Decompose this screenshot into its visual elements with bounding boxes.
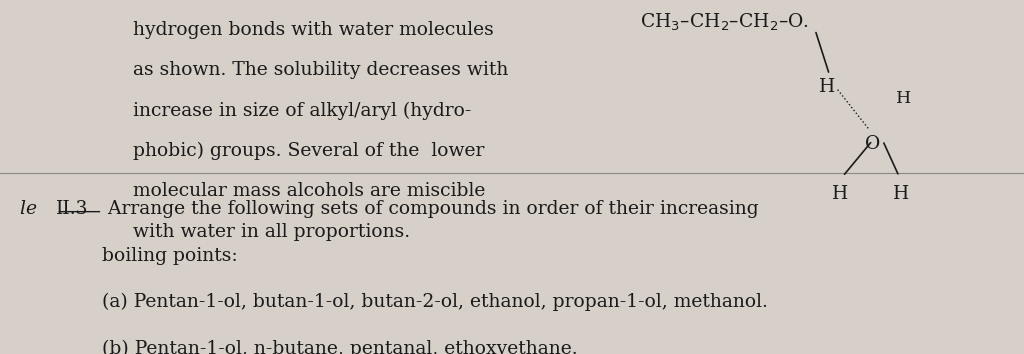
Text: hydrogen bonds with water molecules: hydrogen bonds with water molecules [133,21,494,39]
Text: H: H [893,185,909,203]
Text: O: O [865,135,881,153]
Text: phobic) groups. Several of the  lower: phobic) groups. Several of the lower [133,142,484,160]
Text: increase in size of alkyl/aryl (hydro-: increase in size of alkyl/aryl (hydro- [133,102,471,120]
Text: as shown. The solubility decreases with: as shown. The solubility decreases with [133,61,509,79]
Text: H: H [896,90,911,107]
Text: (a) Pentan-1-ol, butan-1-ol, butan-2-ol, ethanol, propan-1-ol, methanol.: (a) Pentan-1-ol, butan-1-ol, butan-2-ol,… [102,293,768,311]
Text: (b) Pentan-1-ol, n-butane, pentanal, ethoxyethane.: (b) Pentan-1-ol, n-butane, pentanal, eth… [102,339,578,354]
Text: molecular mass alcohols are miscible: molecular mass alcohols are miscible [133,182,485,200]
Text: with water in all proportions.: with water in all proportions. [133,223,411,241]
Text: H: H [819,78,836,96]
Text: Arrange the following sets of compounds in order of their increasing: Arrange the following sets of compounds … [102,200,759,218]
Text: le: le [20,200,44,218]
Text: II.3: II.3 [56,200,89,218]
Text: boiling points:: boiling points: [102,247,238,265]
Text: CH$_3$–CH$_2$–CH$_2$–O.: CH$_3$–CH$_2$–CH$_2$–O. [640,12,809,33]
Text: H: H [831,185,848,203]
